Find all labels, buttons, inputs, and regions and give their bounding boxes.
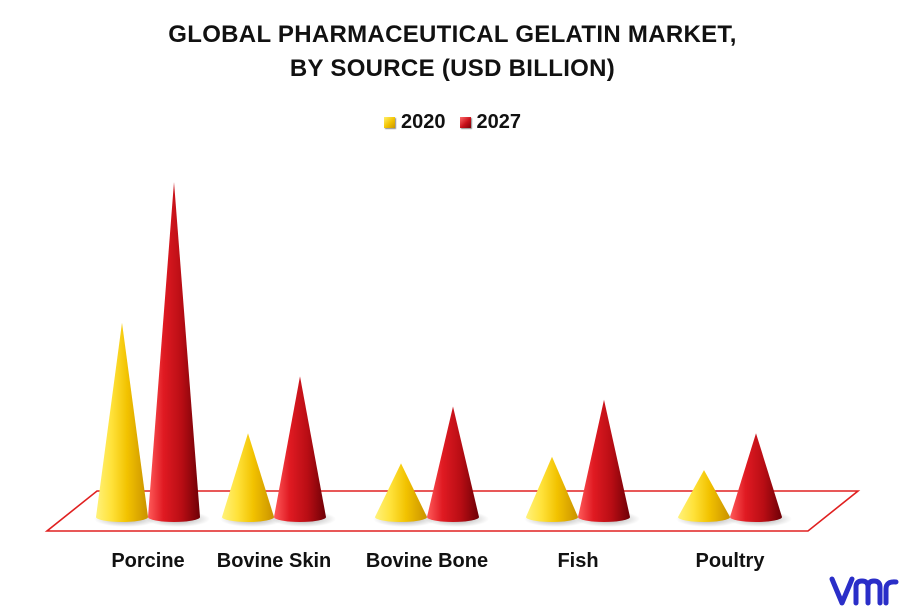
x-axis-label: Bovine Bone — [366, 550, 488, 572]
cone-bovine-bone-2027 — [427, 406, 479, 522]
cone-bovine-bone-2020 — [375, 463, 427, 522]
legend-label-2020: 2020 — [401, 111, 446, 133]
legend-swatch-2020 — [384, 117, 395, 128]
cones-group — [94, 182, 792, 527]
x-axis-label: Poultry — [696, 550, 766, 572]
legend-item-2027: 2027 — [459, 111, 522, 134]
chart-title-line-1: GLOBAL PHARMACEUTICAL GELATIN MARKET, — [168, 21, 737, 48]
cone-poultry-2020 — [678, 470, 730, 522]
cone-bovine-skin-2020 — [222, 433, 274, 522]
x-axis-label: Fish — [557, 550, 598, 572]
chart-legend: 2020 2027 — [0, 111, 905, 134]
x-axis-labels: Porcine Bovine Skin Bovine Bone Fish Poultry — [111, 550, 765, 572]
x-axis-label: Porcine — [111, 550, 184, 572]
cone-fish-2027 — [578, 399, 630, 522]
cone-porcine-2027 — [148, 182, 200, 522]
vmr-logo-icon — [829, 576, 899, 606]
legend-label-2027: 2027 — [476, 111, 522, 133]
cone-bovine-skin-2027 — [274, 376, 326, 522]
cone-fish-2020 — [526, 456, 578, 522]
chart-title-line-2: BY SOURCE (USD BILLION) — [289, 55, 616, 82]
chart-title: GLOBAL PHARMACEUTICAL GELATIN MARKET, BY… — [0, 18, 905, 86]
cone-porcine-2020 — [96, 322, 148, 522]
x-axis-label: Bovine Skin — [217, 550, 331, 572]
cone-poultry-2027 — [730, 433, 782, 522]
legend-item-2020: 2020 — [384, 111, 446, 134]
legend-swatch-2027 — [459, 117, 471, 128]
